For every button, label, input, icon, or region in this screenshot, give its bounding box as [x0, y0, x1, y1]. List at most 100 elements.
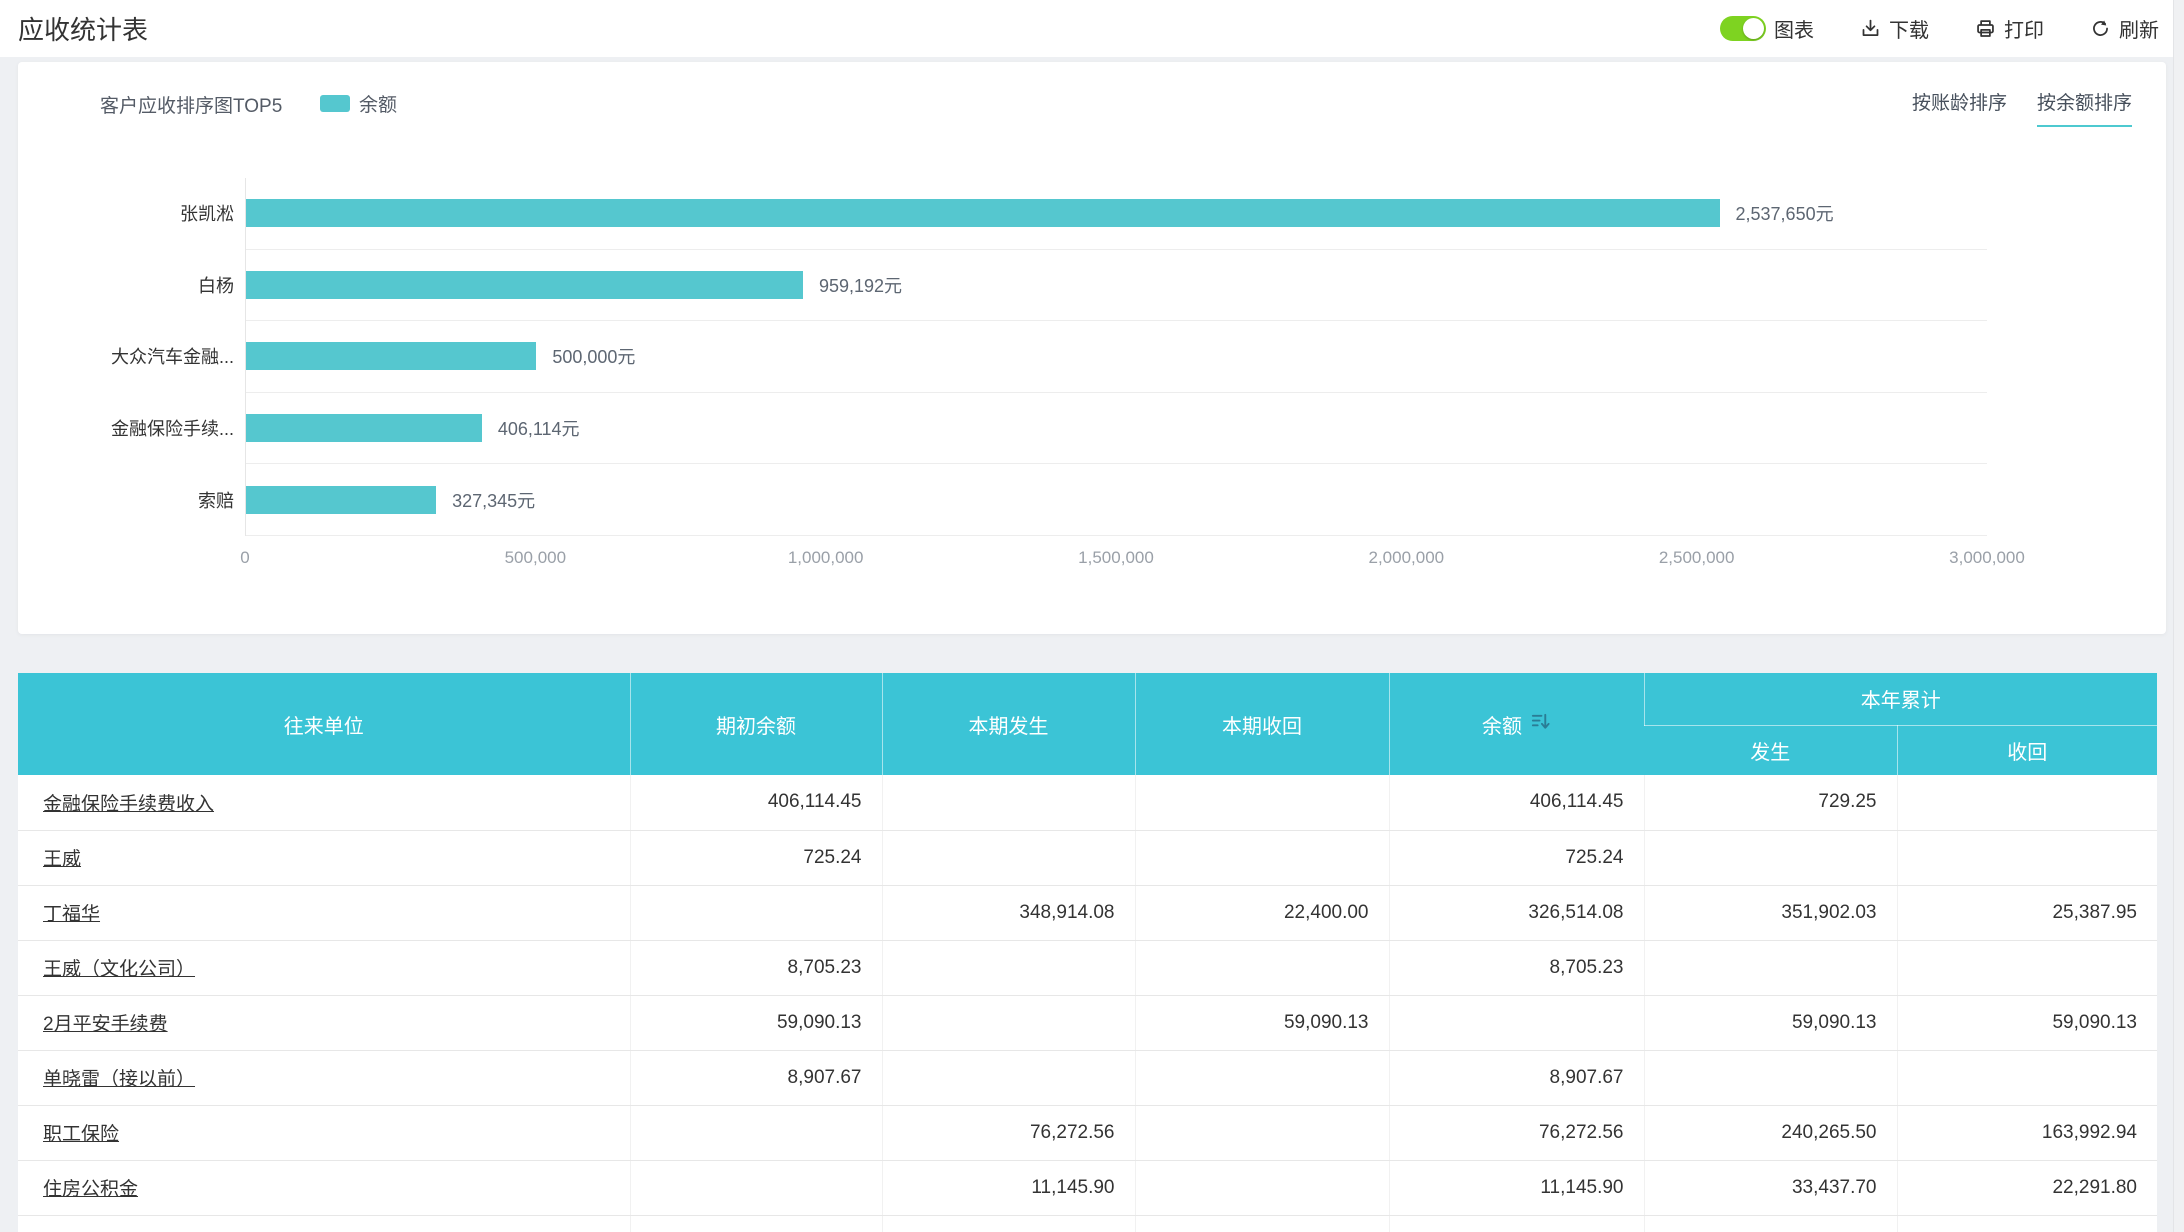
cell-ytd-incurred: 59,090.13: [1643, 995, 1897, 1051]
cell-current-incurred: 348,914.08: [881, 885, 1135, 941]
table-row: 单晓雷（接以前） 8,907.67 8,907.67: [18, 1050, 2157, 1106]
cell-balance: 8,705.23: [1388, 940, 1644, 996]
column-ytd: 本年累计: [1643, 673, 2157, 726]
column-ytd-incurred: 发生: [1644, 725, 1897, 775]
page-scrollbar[interactable]: [2173, 0, 2184, 1232]
download-label: 下载: [1889, 20, 1929, 42]
column-opening-balance: 期初余额: [629, 673, 882, 775]
cell-ytd-incurred: 240,265.50: [1643, 1105, 1897, 1161]
cell-ytd-received: [1896, 830, 2157, 886]
bar-value-label: 2,537,650元: [1735, 204, 1834, 225]
chart-title: 客户应收排序图TOP5: [100, 96, 283, 117]
table-body: 金融保险手续费收入 406,114.45 406,114.45 729.25 王…: [18, 775, 2157, 1232]
cell-ytd-incurred: 729.25: [1643, 775, 1897, 831]
unit-link[interactable]: 职工保险: [43, 1124, 120, 1145]
chart-toggle-group: 图表: [1720, 14, 1814, 43]
cell-current-received: 22,400.00: [1134, 885, 1389, 941]
cell-ytd-incurred: [1643, 940, 1897, 996]
cell-unit: 单晓雷（接以前）: [18, 1050, 630, 1106]
cell-current-incurred: 76,272.56: [881, 1105, 1135, 1161]
cell-current-incurred: 11,145.90: [881, 1160, 1135, 1216]
cell-ytd-incurred: 33,437.70: [1643, 1160, 1897, 1216]
unit-link[interactable]: 金融保险手续费收入: [43, 793, 215, 815]
cell-opening-balance: [629, 1160, 882, 1216]
column-balance-sortable[interactable]: 余额: [1388, 673, 1644, 775]
table-row: 金融保险手续费收入 406,114.45 406,114.45 729.25: [18, 775, 2157, 831]
page-title: 应收统计表: [18, 15, 149, 45]
unit-link[interactable]: 住房公积金: [43, 1179, 139, 1200]
print-label: 打印: [2004, 20, 2044, 42]
chart-toggle-label: 图表: [1774, 20, 1814, 42]
cell-opening-balance: 725.24: [629, 830, 882, 886]
unit-link[interactable]: 2月平安手续费: [43, 1014, 168, 1035]
cell-ytd-incurred: 351,902.03: [1643, 885, 1897, 941]
chart-card: 客户应收排序图TOP5 余额 按账龄排序 按余额排序 张凯淞 2,537,650元…: [18, 62, 2166, 634]
legend-swatch-icon: [320, 95, 350, 112]
table-row: 王威 725.24 725.24: [18, 830, 2157, 886]
download-button[interactable]: 下载: [1860, 14, 1929, 43]
cell-opening-balance: [629, 1105, 882, 1161]
cell-unit: 职工保险: [18, 1105, 630, 1161]
cell-unit: 丁福华: [18, 885, 630, 941]
topbar: 应收统计表 图表 下载 打印: [0, 0, 2173, 57]
table-row: [18, 1215, 2157, 1232]
chart-toggle-switch[interactable]: [1720, 16, 1766, 41]
cell-current-incurred: [881, 830, 1135, 886]
cell-balance: 725.24: [1388, 830, 1644, 886]
cell-current-received: [1134, 940, 1389, 996]
column-balance-label: 余额: [1482, 715, 1522, 738]
column-current-incurred: 本期发生: [881, 673, 1135, 775]
cell-current-incurred: [881, 1050, 1135, 1106]
cell-balance: 406,114.45: [1388, 775, 1644, 831]
chart-bar-row: 金融保险手续... 406,114元: [111, 393, 1987, 465]
x-axis-tick-label: 3,000,000: [1949, 548, 2025, 567]
x-axis-tick-label: 0: [240, 548, 250, 567]
unit-link[interactable]: 王威: [43, 849, 82, 870]
tab-sort-by-aging[interactable]: 按账龄排序: [1911, 93, 2007, 114]
table-row: 丁福华 348,914.08 22,400.00 326,514.08 351,…: [18, 885, 2157, 941]
x-axis-tick-label: 500,000: [504, 548, 567, 567]
unit-link[interactable]: 丁福华: [43, 904, 101, 925]
chart-bar-row: 大众汽车金融... 500,000元: [111, 321, 1987, 393]
cell-opening-balance: 406,114.45: [629, 775, 882, 831]
cell-opening-balance: 59,090.13: [629, 995, 882, 1051]
print-button[interactable]: 打印: [1975, 14, 2044, 43]
cell-unit: 2月平安手续费: [18, 995, 630, 1051]
column-unit: 往来单位: [18, 673, 630, 775]
bar-value-label: 406,114元: [497, 419, 580, 440]
cell-balance: 326,514.08: [1388, 885, 1644, 941]
cell-balance: [1388, 995, 1644, 1051]
topbar-actions: 图表 下载 打印 刷新: [1720, 14, 2159, 43]
cell-ytd-received: [1896, 775, 2157, 831]
tab-sort-by-balance[interactable]: 按余额排序: [2036, 88, 2132, 127]
refresh-button[interactable]: 刷新: [2090, 14, 2159, 43]
table-row: 王威（文化公司） 8,705.23 8,705.23: [18, 940, 2157, 996]
column-current-received: 本期收回: [1134, 673, 1389, 775]
cell-opening-balance: [629, 1215, 882, 1232]
chart-bar-row: 张凯淞 2,537,650元: [180, 178, 1987, 250]
refresh-label: 刷新: [2119, 20, 2159, 42]
unit-link[interactable]: 王威（文化公司）: [43, 959, 196, 980]
x-axis-tick-label: 2,500,000: [1658, 548, 1735, 567]
table-card: 往来单位 期初余额 本期发生 本期收回 余额 本年累: [18, 673, 2157, 1232]
chart-legend-item[interactable]: 余额: [320, 90, 397, 117]
cell-balance: [1388, 1215, 1644, 1232]
cell-opening-balance: 8,705.23: [629, 940, 882, 996]
x-axis-tick-label: 2,000,000: [1368, 548, 1445, 567]
table-row: 职工保险 76,272.56 76,272.56 240,265.50 163,…: [18, 1105, 2157, 1161]
unit-link[interactable]: 单晓雷（接以前）: [43, 1069, 196, 1090]
table-row: 住房公积金 11,145.90 11,145.90 33,437.70 22,2…: [18, 1160, 2157, 1216]
receivables-table: 往来单位 期初余额 本期发生 本期收回 余额 本年累: [18, 673, 2157, 1232]
cell-balance: 8,907.67: [1388, 1050, 1644, 1106]
cell-balance: 11,145.90: [1388, 1160, 1644, 1216]
cell-current-received: [1134, 1160, 1389, 1216]
bar-category-label: 白杨: [198, 275, 234, 296]
cell-ytd-incurred: [1643, 1050, 1897, 1106]
bar-category-label: 金融保险手续...: [110, 419, 234, 440]
bar: [246, 270, 803, 299]
cell-opening-balance: 8,907.67: [629, 1050, 882, 1106]
cell-ytd-received: 59,090.13: [1896, 995, 2157, 1051]
cell-current-received: [1134, 1050, 1389, 1106]
cell-current-incurred: [881, 995, 1135, 1051]
cell-ytd-incurred: [1643, 830, 1897, 886]
